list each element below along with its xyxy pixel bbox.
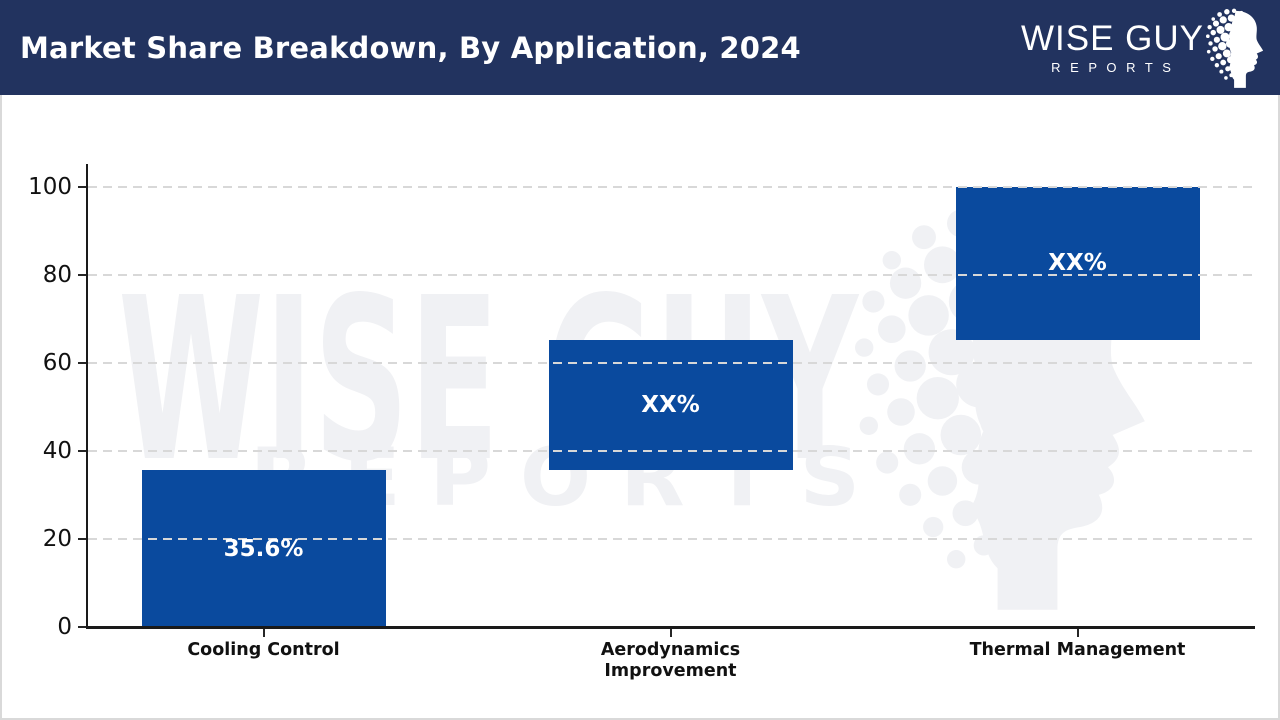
y-axis-tick-label: 60 bbox=[42, 350, 72, 376]
y-axis-tick-label: 80 bbox=[42, 262, 72, 288]
y-axis-tick bbox=[78, 186, 87, 188]
gridline bbox=[88, 450, 1253, 452]
logo-wordmark-block: WISE GUY R E P O R T S bbox=[1021, 21, 1204, 74]
gridline bbox=[88, 538, 1253, 540]
y-axis-line bbox=[86, 164, 88, 629]
bar-value-label: XX% bbox=[641, 392, 700, 419]
x-axis-tick bbox=[669, 629, 672, 637]
x-axis-line bbox=[86, 626, 1255, 629]
x-category-label: Aerodynamics Improvement bbox=[600, 640, 741, 681]
logo-subtext: R E P O R T S bbox=[1051, 60, 1174, 75]
y-axis-tick bbox=[78, 626, 87, 628]
y-axis-tick bbox=[78, 538, 87, 540]
y-axis-tick bbox=[78, 274, 87, 276]
gridline bbox=[88, 362, 1253, 364]
bar-value-label: 35.6% bbox=[223, 535, 304, 562]
y-axis-tick-label: 0 bbox=[57, 614, 72, 640]
logo-wordmark: WISE GUY bbox=[1020, 19, 1204, 58]
y-axis-tick-label: 100 bbox=[28, 174, 72, 200]
bar bbox=[955, 187, 1200, 340]
bar-value-label: XX% bbox=[1048, 250, 1107, 277]
bar bbox=[548, 339, 793, 471]
logo: WISE GUY R E P O R T S bbox=[1021, 8, 1264, 88]
x-axis-tick bbox=[1076, 629, 1079, 637]
x-category-label: Cooling Control bbox=[187, 640, 340, 660]
y-axis-tick bbox=[78, 362, 87, 364]
x-axis-tick bbox=[262, 629, 265, 637]
y-axis-tick bbox=[78, 450, 87, 452]
y-axis-tick-label: 40 bbox=[42, 438, 72, 464]
gridline bbox=[88, 274, 1253, 276]
gridline bbox=[88, 186, 1253, 188]
page-title: Market Share Breakdown, By Application, … bbox=[20, 30, 801, 65]
bar bbox=[141, 470, 386, 627]
x-category-label: Thermal Management bbox=[969, 640, 1186, 660]
header: Market Share Breakdown, By Application, … bbox=[0, 0, 1280, 95]
y-axis-tick-label: 20 bbox=[42, 526, 72, 552]
